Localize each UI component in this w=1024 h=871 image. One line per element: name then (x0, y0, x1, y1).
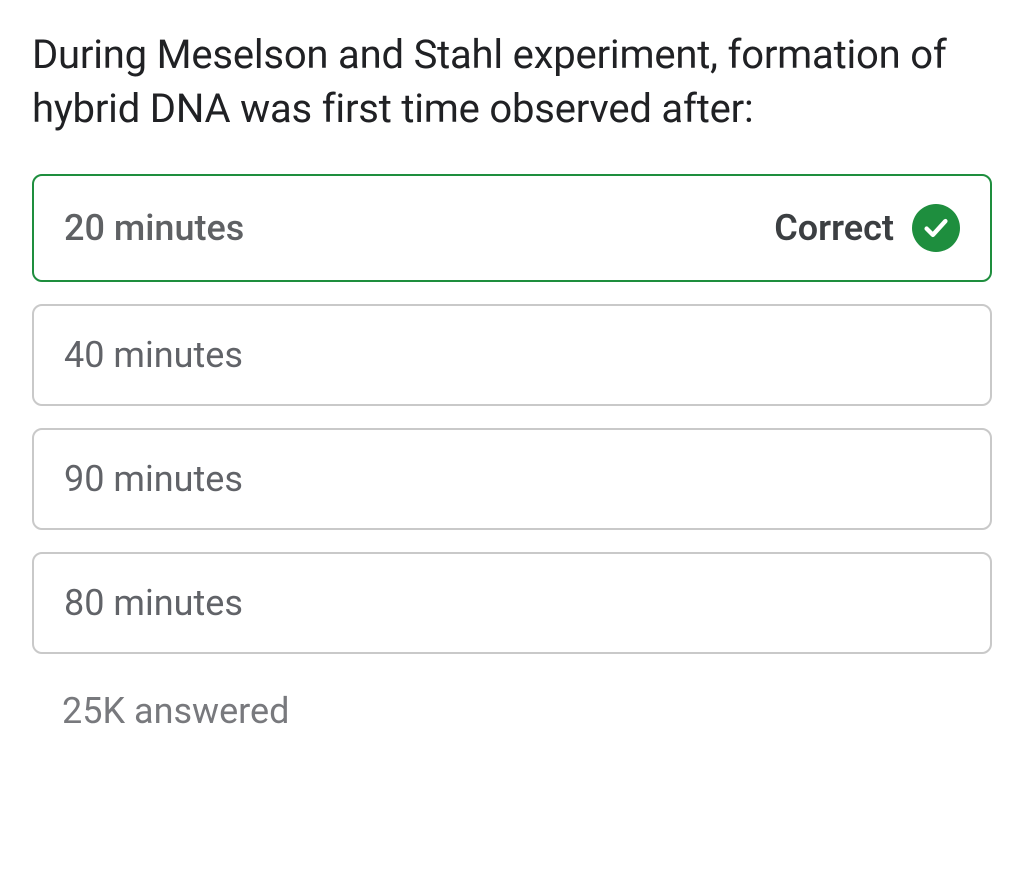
question-text: During Meselson and Stahl experiment, fo… (32, 28, 992, 136)
option-2[interactable]: 40 minutes (32, 304, 992, 406)
option-label: 20 minutes (64, 207, 244, 249)
quiz-container: During Meselson and Stahl experiment, fo… (0, 0, 1024, 760)
options-list: 20 minutes Correct 40 minutes 90 minutes… (32, 174, 992, 654)
option-label: 80 minutes (64, 582, 243, 624)
option-label: 40 minutes (64, 334, 243, 376)
check-icon (912, 204, 960, 252)
correct-text: Correct (774, 207, 894, 249)
option-4[interactable]: 80 minutes (32, 552, 992, 654)
option-1[interactable]: 20 minutes Correct (32, 174, 992, 282)
option-3[interactable]: 90 minutes (32, 428, 992, 530)
correct-indicator: Correct (774, 204, 960, 252)
option-label: 90 minutes (64, 458, 243, 500)
answered-count: 25K answered (62, 690, 992, 732)
